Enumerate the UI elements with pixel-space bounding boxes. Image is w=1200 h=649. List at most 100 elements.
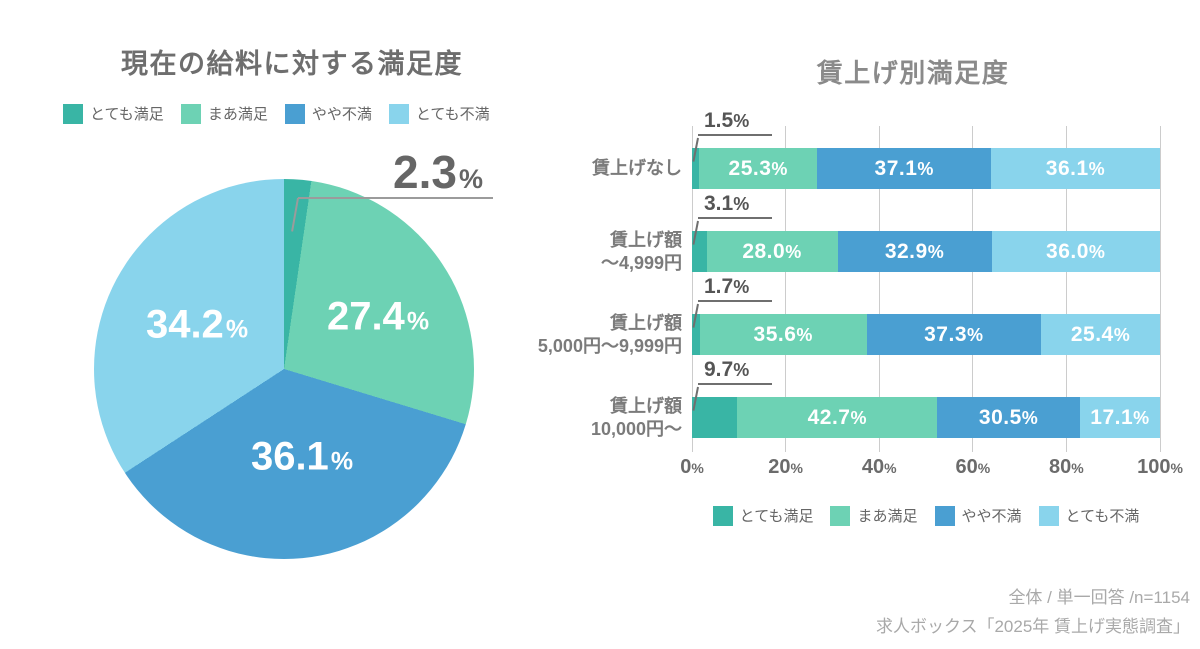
legend-swatch-somewhat-satisfied — [830, 505, 851, 526]
value-number: 3.1 — [704, 192, 734, 215]
value-number: 25.4 — [1070, 322, 1114, 346]
bar-segment-somewhat-dissatisfied: 37.1% — [817, 148, 992, 189]
gridline-40 — [878, 126, 880, 452]
percent-sign: % — [458, 164, 483, 194]
category-label-line: 賃上げ額 — [610, 395, 682, 416]
bar-row-3: 35.6% 37.3% 25.4% — [692, 314, 1160, 355]
percent-sign: % — [785, 241, 802, 262]
bar-segment-value: 36.1% — [1046, 157, 1105, 181]
bar-chart-plot: 0% 20% 40% 60% 80% 100% 賃上げなし 25.3% 37.1% 36.1% 1.… — [538, 109, 1183, 478]
category-label-row-4: 賃上げ額 10,000円〜 — [462, 394, 682, 441]
percent-sign: % — [1113, 324, 1131, 345]
percent-sign: % — [967, 324, 984, 345]
bar-segment-very-dissatisfied: 17.1% — [1079, 397, 1160, 438]
pie-chart-title: 現在の給料に対する満足度 — [121, 49, 463, 79]
bar-segment-very-dissatisfied: 36.0% — [991, 231, 1160, 272]
legend-swatch-somewhat-dissatisfied — [934, 505, 955, 526]
bar-annotation-row-4: 9.7% — [698, 355, 772, 385]
percent-sign: % — [927, 241, 945, 262]
source-line-2: 求人ボックス「2025年 賃上げ実態調査」 — [875, 617, 1190, 636]
gridline-60 — [972, 126, 974, 452]
bar-row-4: 42.7% 30.5% 17.1% — [692, 397, 1160, 438]
value-number: 37.3 — [924, 322, 967, 346]
category-label-line: 10,000円〜 — [590, 418, 682, 439]
tick-number: 100 — [1137, 456, 1171, 478]
legend-item-very-dissatisfied: とても不満 — [388, 103, 490, 124]
tick-number: 80 — [1049, 456, 1072, 478]
gridline-80 — [1065, 126, 1067, 452]
bar-segment-somewhat-dissatisfied: 37.3% — [866, 314, 1042, 355]
bar-row-2: 28.0% 32.9% 36.0% — [692, 231, 1160, 272]
percent-sign: % — [917, 158, 934, 179]
pie-slice-label-somewhat-satisfied: 27.4% — [327, 295, 429, 340]
bar-segment-somewhat-dissatisfied: 32.9% — [837, 231, 992, 272]
pie-slice-label-somewhat-dissatisfied: 36.1% — [251, 435, 353, 480]
bar-segment-value: 37.1% — [875, 157, 934, 181]
category-label-line: 賃上げ額 — [610, 312, 682, 333]
bar-legend: とても満足 まあ満足 やや不満 とても不満 — [692, 505, 1160, 526]
value-number: 32.9 — [884, 239, 928, 263]
x-axis-label-100: 100% — [1137, 456, 1183, 479]
percent-sign: % — [225, 315, 249, 344]
bar-segment-value: 37.3% — [924, 323, 983, 347]
percent-sign: % — [1021, 407, 1039, 428]
legend-swatch-very-dissatisfied — [388, 103, 409, 124]
percent-sign: % — [850, 407, 867, 428]
percent-sign: % — [884, 460, 897, 476]
bar-segment-somewhat-dissatisfied: 30.5% — [937, 397, 1080, 438]
legend-swatch-somewhat-satisfied — [180, 103, 201, 124]
value-number: 37.1 — [874, 156, 918, 180]
bar-segment-value: 30.5% — [979, 406, 1038, 430]
legend-item-somewhat-satisfied: まあ満足 — [180, 103, 268, 124]
source-line-1: 全体 / 単一回答 /n=1154 — [1008, 588, 1190, 607]
percent-sign: % — [691, 460, 704, 476]
legend-label: やや不満 — [311, 106, 372, 123]
value-number: 9.7 — [704, 358, 734, 381]
tick-number: 0 — [680, 456, 692, 478]
legend-swatch-very-dissatisfied — [1038, 505, 1059, 526]
legend-label: まあ満足 — [207, 106, 268, 123]
gridline-0 — [691, 126, 693, 452]
x-axis-label-80: 80% — [1049, 456, 1084, 479]
percent-sign: % — [1170, 460, 1183, 476]
value-number: 34.2 — [145, 302, 224, 347]
bar-chart-title: 賃上げ別満足度 — [816, 58, 1010, 88]
value-number: 25.3 — [728, 156, 772, 180]
tick-number: 20 — [768, 456, 791, 478]
bar-row-1: 25.3% 37.1% 36.1% — [692, 148, 1160, 189]
category-label-line: 5,000円〜9,999円 — [537, 335, 682, 356]
bar-segment-somewhat-satisfied: 28.0% — [706, 231, 838, 272]
percent-sign: % — [733, 194, 750, 214]
category-label-line: 〜4,999円 — [600, 252, 682, 273]
percent-sign: % — [733, 111, 750, 131]
legend-label: まあ満足 — [857, 508, 918, 525]
value-number: 17.1 — [1090, 405, 1134, 429]
legend-item-very-dissatisfied: とても不満 — [1038, 505, 1140, 526]
value-number: 28.0 — [742, 239, 786, 263]
legend-label: とても満足 — [90, 106, 164, 123]
category-label-row-1: 賃上げなし — [462, 145, 682, 192]
legend-label: とても不満 — [415, 106, 490, 123]
bar-segment-value: 35.6% — [754, 323, 813, 347]
value-number: 30.5 — [978, 405, 1022, 429]
bar-segment-value: 42.7% — [808, 406, 867, 430]
x-axis-label-40: 40% — [862, 456, 897, 479]
legend-label: やや不満 — [961, 508, 1022, 525]
bar-segment-very-satisfied — [692, 148, 700, 189]
legend-item-very-satisfied: とても満足 — [712, 505, 814, 526]
bar-segment-somewhat-satisfied: 25.3% — [699, 148, 818, 189]
legend-label: とても不満 — [1065, 508, 1140, 525]
gridline-20 — [785, 126, 787, 452]
pie-callout-label-very-satisfied: 2.3% — [393, 145, 483, 199]
value-number: 1.5 — [704, 109, 734, 132]
bar-segment-value: 32.9% — [885, 240, 944, 264]
percent-sign: % — [1133, 407, 1150, 428]
bar-segment-value: 36.0% — [1046, 240, 1105, 264]
bar-segment-very-dissatisfied: 36.1% — [991, 148, 1160, 189]
legend-label: とても満足 — [739, 508, 814, 525]
bar-segment-somewhat-satisfied: 35.6% — [699, 314, 867, 355]
value-number: 2.3 — [393, 146, 457, 198]
legend-swatch-very-satisfied — [712, 505, 733, 526]
bar-segment-somewhat-satisfied: 42.7% — [737, 397, 938, 438]
category-label-line: 賃上げ額 — [610, 229, 682, 250]
